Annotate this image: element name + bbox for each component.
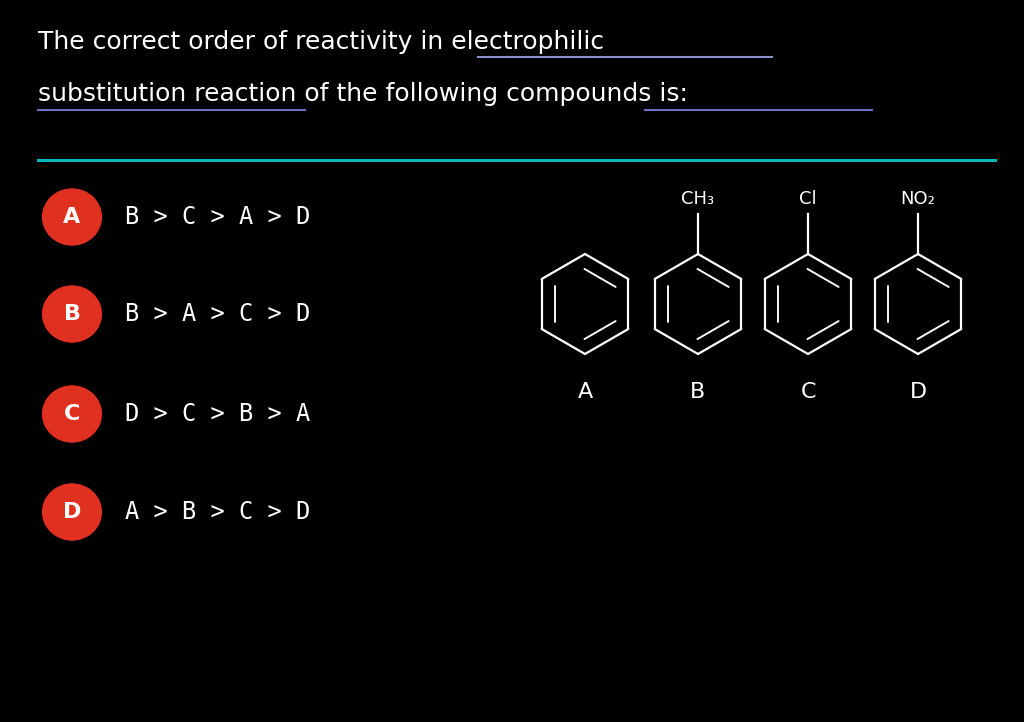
Ellipse shape — [43, 386, 101, 442]
Text: Cl: Cl — [799, 190, 817, 208]
Text: D: D — [62, 502, 81, 522]
Ellipse shape — [43, 286, 101, 342]
Text: B > A > C > D: B > A > C > D — [125, 302, 310, 326]
Text: NO₂: NO₂ — [900, 190, 936, 208]
Text: A > B > C > D: A > B > C > D — [125, 500, 310, 524]
Ellipse shape — [43, 484, 101, 540]
Text: D: D — [909, 382, 927, 402]
Ellipse shape — [43, 189, 101, 245]
Text: B: B — [63, 304, 81, 324]
Text: D > C > B > A: D > C > B > A — [125, 402, 310, 426]
Text: C: C — [63, 404, 80, 424]
Text: CH₃: CH₃ — [681, 190, 715, 208]
Text: A: A — [63, 207, 81, 227]
Text: A: A — [578, 382, 593, 402]
Text: B: B — [690, 382, 706, 402]
Text: C: C — [800, 382, 816, 402]
Text: B > C > A > D: B > C > A > D — [125, 205, 310, 229]
Text: substitution reaction of the following compounds is:: substitution reaction of the following c… — [38, 82, 688, 106]
Text: The correct order of reactivity in electrophilic: The correct order of reactivity in elect… — [38, 30, 604, 54]
